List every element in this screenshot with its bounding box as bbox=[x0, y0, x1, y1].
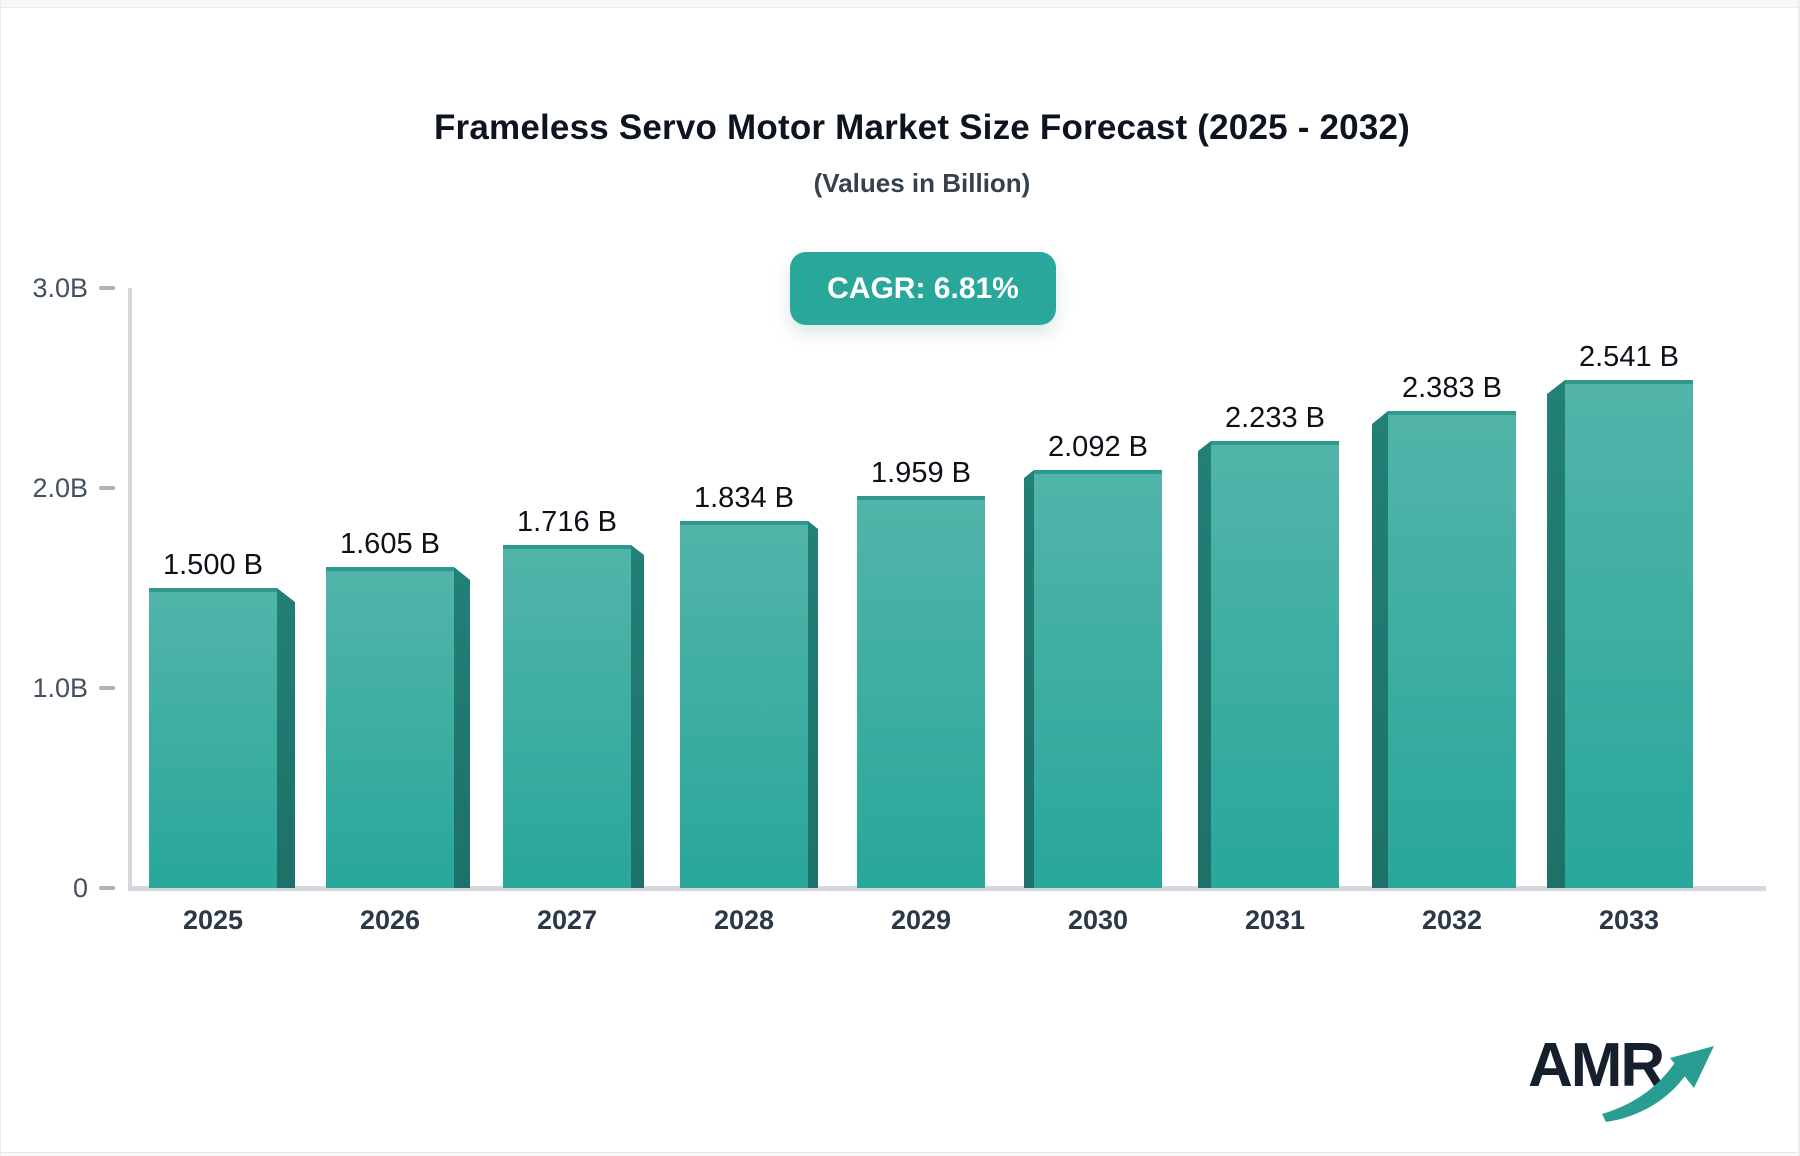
y-axis-line bbox=[128, 288, 132, 888]
bar-value-label: 2.233 B bbox=[1225, 402, 1325, 434]
page-edge-top bbox=[0, 0, 1800, 8]
y-tick-dash bbox=[99, 886, 115, 890]
x-tick-label: 2026 bbox=[359, 905, 421, 935]
bar-value-label: 2.383 B bbox=[1402, 372, 1502, 404]
x-tick-label: 2025 bbox=[182, 905, 244, 935]
bar-side bbox=[808, 521, 818, 888]
y-tick-dash bbox=[99, 686, 115, 690]
amr-logo-arrow-icon bbox=[1602, 1046, 1714, 1122]
bar-value-label: 1.605 B bbox=[340, 528, 440, 560]
bar-face bbox=[1211, 441, 1339, 888]
amr-logo-text: AMR bbox=[1528, 1031, 1665, 1100]
bar-value-label: 2.541 B bbox=[1579, 341, 1679, 373]
bar-value-label: 1.716 B bbox=[517, 506, 617, 538]
x-tick-label: 2031 bbox=[1244, 905, 1306, 935]
page-edge-right bbox=[1798, 0, 1800, 1156]
bar-face bbox=[1565, 380, 1693, 888]
x-tick-label: 2028 bbox=[713, 905, 775, 935]
bar-face bbox=[1388, 411, 1516, 888]
y-tick-dash bbox=[99, 486, 115, 490]
bar-side bbox=[454, 567, 470, 888]
bar-value-label: 2.092 B bbox=[1048, 431, 1148, 463]
chart-subtitle: (Values in Billion) bbox=[813, 168, 1031, 198]
x-tick-label: 2032 bbox=[1421, 905, 1483, 935]
x-tick-label: 2027 bbox=[536, 905, 598, 935]
bar-face bbox=[503, 545, 631, 888]
cagr-badge: CAGR: 6.81% bbox=[790, 252, 1056, 325]
bar-side bbox=[1024, 470, 1034, 888]
x-tick-label: 2033 bbox=[1598, 905, 1660, 935]
bar-side bbox=[1547, 380, 1565, 888]
y-tick-label: 0 bbox=[72, 873, 88, 903]
bar-side bbox=[1198, 441, 1211, 888]
bar-value-label: 1.959 B bbox=[871, 457, 971, 489]
y-tick-dash bbox=[99, 286, 115, 290]
bar-value-label: 1.834 B bbox=[694, 482, 794, 514]
x-tick-label: 2029 bbox=[890, 905, 952, 935]
amr-logo: AMR bbox=[1512, 1022, 1732, 1122]
bar-side bbox=[1372, 411, 1388, 888]
bar-face bbox=[1034, 470, 1162, 888]
page-edge-left bbox=[0, 0, 1, 1156]
x-tick-label: 2030 bbox=[1067, 905, 1129, 935]
bar-face bbox=[680, 521, 808, 888]
bar-face bbox=[857, 496, 985, 888]
bar-face bbox=[149, 588, 277, 888]
y-tick-label: 1.0B bbox=[32, 673, 88, 703]
page-edge-bottom-line bbox=[0, 1152, 1800, 1153]
y-tick-label: 2.0B bbox=[32, 473, 88, 503]
bar-side bbox=[277, 588, 295, 888]
bar-value-label: 1.500 B bbox=[163, 549, 263, 581]
chart-title: Frameless Servo Motor Market Size Foreca… bbox=[433, 108, 1411, 147]
x-axis-line bbox=[128, 886, 1766, 891]
bar-side bbox=[631, 545, 644, 888]
y-tick-label: 3.0B bbox=[32, 273, 88, 303]
bar-face bbox=[326, 567, 454, 888]
page-edge-bottom-band bbox=[0, 1153, 1800, 1156]
